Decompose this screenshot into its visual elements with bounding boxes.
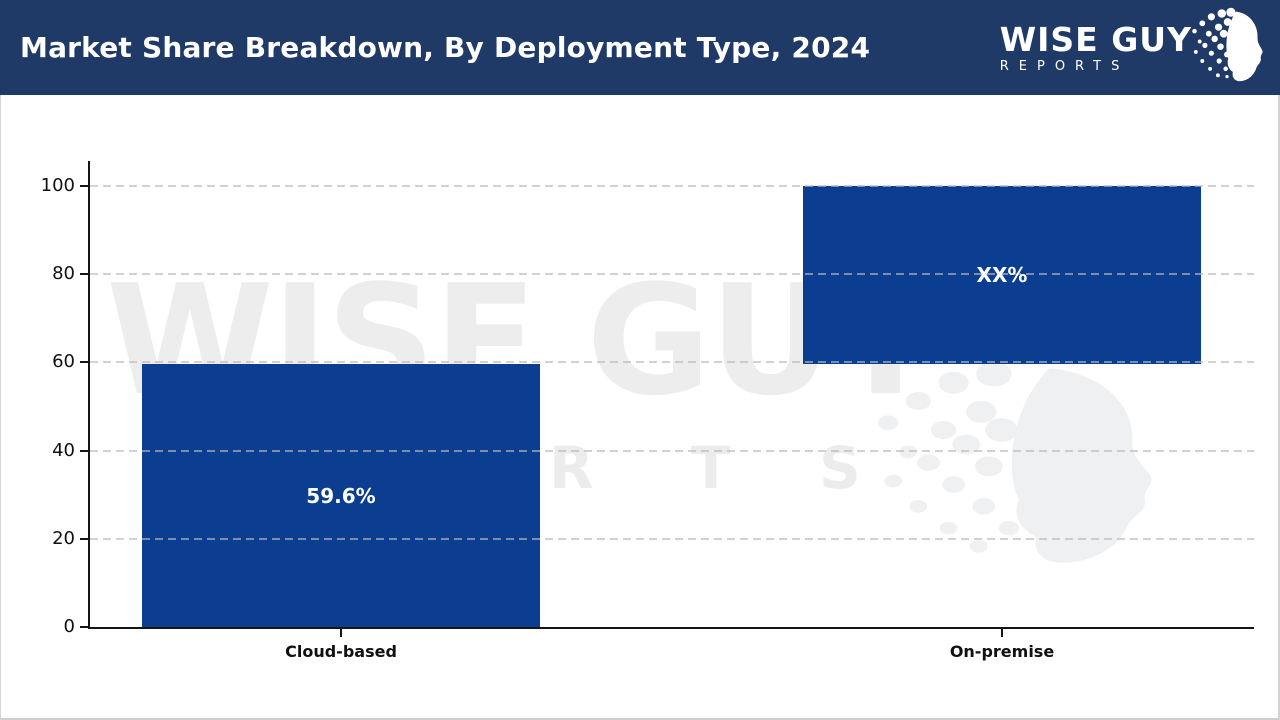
brand-name: WISE GUY [999, 19, 1192, 59]
watermark-letter: S [819, 434, 861, 502]
y-tick-20 [80, 537, 88, 540]
watermark-letter: R [549, 434, 594, 502]
y-tick-label: 100 [40, 175, 75, 196]
y-tick-label: 0 [63, 616, 75, 637]
y-tick-label: 40 [52, 439, 75, 461]
bar-chart: WISE GUY R T S 59.6% XX% 0 20 40 60 80 100 Cloud… [0, 95, 1280, 720]
page-title: Market Share Breakdown, By Deployment Ty… [20, 31, 871, 64]
watermark-face-icon [878, 361, 1152, 563]
gridline-100 [90, 185, 1254, 187]
bar-value-label: 59.6% [306, 483, 376, 508]
x-category-label: Cloud-based [285, 642, 397, 661]
wiseguy-face-icon [1192, 7, 1263, 81]
header: Market Share Breakdown, By Deployment Ty… [0, 0, 1280, 95]
y-tick-40 [80, 449, 88, 452]
y-tick-label: 20 [52, 527, 75, 549]
gridline-80 [90, 273, 1254, 276]
x-category-label: On-premise [949, 642, 1055, 661]
gridline-60 [90, 361, 1254, 364]
y-tick-80 [80, 273, 88, 276]
y-axis-line [88, 161, 90, 629]
gridline-40 [90, 449, 1254, 452]
y-tick-0 [80, 626, 88, 628]
x-axis-line [88, 627, 1254, 629]
watermark-letter: T [691, 434, 731, 502]
brand-subtitle: REPORTS [999, 58, 1130, 74]
x-tick-0 [340, 629, 342, 637]
gridline-20 [90, 537, 1254, 540]
bar-cloud-based [142, 364, 540, 627]
y-tick-label: 60 [52, 351, 75, 373]
y-tick-label: 80 [52, 263, 75, 285]
bar-value-label: XX% [976, 263, 1028, 288]
brand-logo: WISE GUY REPORTS [1000, 7, 1280, 89]
y-tick-100 [80, 185, 88, 187]
x-tick-1 [1001, 629, 1003, 637]
y-tick-60 [80, 361, 88, 364]
brand-logo-text: WISE GUY REPORTS [1000, 23, 1192, 73]
